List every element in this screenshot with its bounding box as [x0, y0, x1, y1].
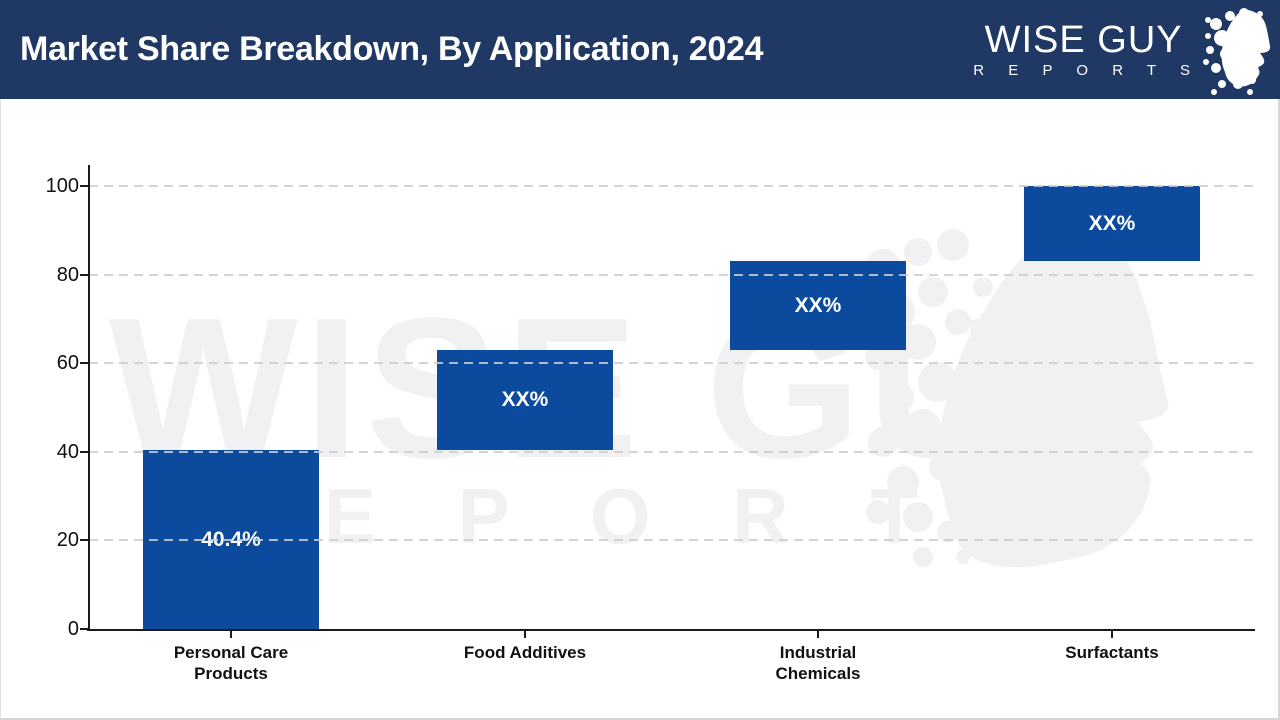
y-tick-mark — [80, 539, 88, 542]
y-tick-label: 60 — [56, 352, 79, 375]
x-category-label: Industrial Chemicals — [775, 643, 861, 683]
x-axis-line — [87, 629, 1255, 631]
x-tick-mark — [1111, 631, 1113, 638]
y-tick-label: 0 — [67, 618, 79, 640]
dotted-face-profile-icon — [1203, 7, 1271, 95]
y-tick-label: 20 — [56, 529, 79, 552]
gridline — [89, 362, 1255, 365]
bar: XX% — [1024, 186, 1200, 262]
plot-canvas: WISE GUY R E P O R T S 0 20 40 60 80 100 40.4%… — [0, 99, 1280, 720]
x-category-label: Food Additives — [463, 643, 587, 662]
chart-title: Market Share Breakdown, By Application, … — [20, 30, 764, 68]
y-tick-mark — [80, 450, 88, 453]
bar: 40.4% — [143, 450, 319, 629]
x-tick-mark — [524, 631, 526, 638]
brand-logo-text: WISE GUY R E P O R T S — [967, 21, 1200, 78]
bar-value-label: XX% — [794, 293, 842, 317]
bar-value-label: 40.4% — [201, 527, 261, 551]
x-tick-mark — [817, 631, 819, 638]
bar: XX% — [730, 261, 906, 350]
bar: XX% — [437, 349, 613, 451]
y-tick-label: 40 — [56, 440, 79, 463]
bar-value-label: XX% — [501, 387, 549, 411]
y-tick-mark — [80, 628, 88, 630]
header-bar: Market Share Breakdown, By Application, … — [0, 0, 1280, 99]
y-tick-mark — [80, 273, 88, 276]
y-tick-label: 100 — [45, 175, 79, 197]
bar-value-label: XX% — [1088, 211, 1136, 235]
y-tick-mark — [80, 362, 88, 365]
logo-subtext: R E P O R T S — [973, 62, 1200, 79]
gridline — [89, 273, 1255, 276]
y-tick-mark — [80, 185, 88, 187]
brand-logo: WISE GUY R E P O R T S — [967, 0, 1274, 99]
dotted-face-profile-watermark — [865, 229, 1169, 568]
y-tick-label: 80 — [56, 263, 79, 286]
watermark-subtext: R E P O R T S — [186, 472, 1082, 560]
y-axis-line — [88, 165, 90, 631]
x-category-label: Surfactants — [1065, 643, 1159, 662]
x-category-label: Personal Care Products — [173, 643, 289, 683]
x-tick-mark — [230, 631, 232, 638]
logo-wordmark: WISE GUY — [984, 19, 1183, 61]
